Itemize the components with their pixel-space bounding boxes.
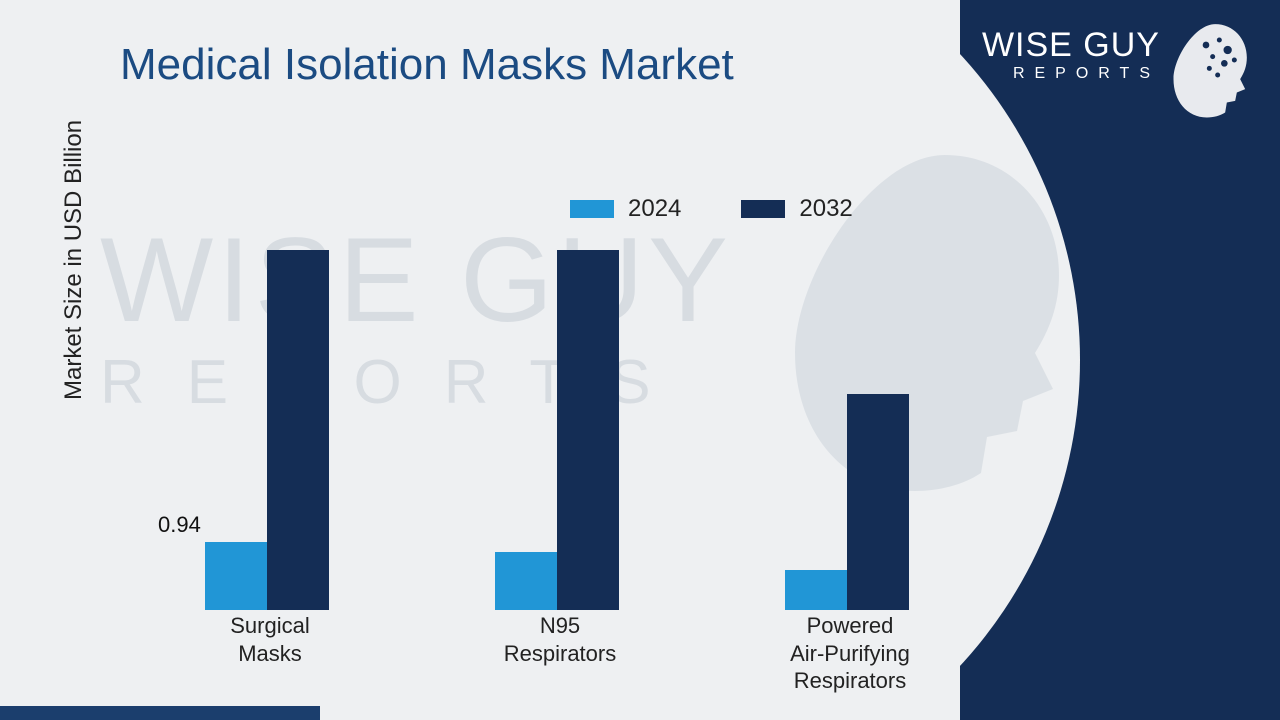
legend-item-2032: 2032 [741,195,852,223]
bar-group [470,250,650,610]
bar-group [180,250,360,610]
infographic-stage: WISE GUY REPORTS WISE GUY REPORTS Medica… [0,0,1280,720]
bar-pair [495,250,625,610]
bar [785,570,847,610]
legend: 2024 2032 [570,195,853,223]
x-axis-label: SurgicalMasks [170,612,370,667]
bar-pair [785,250,915,610]
bar [495,552,557,610]
bar-chart [180,250,940,610]
bar-value-label: 0.94 [158,512,201,538]
bar-group [760,250,940,610]
y-axis-label: Market Size in USD Billion [60,120,88,400]
bottom-accent-bar [0,706,320,720]
brand-line2: REPORTS [982,66,1160,82]
x-axis-label: PoweredAir-PurifyingRespirators [750,612,950,695]
brand-logo: WISE GUY REPORTS [982,28,1160,82]
bar-pair [205,250,335,610]
brand-line1: WISE GUY [982,28,1160,62]
legend-item-2024: 2024 [570,195,681,223]
legend-swatch-2032 [741,200,785,218]
legend-swatch-2024 [570,200,614,218]
legend-label-2032: 2032 [799,195,852,223]
chart-title: Medical Isolation Masks Market [120,40,734,90]
x-axis-label: N95Respirators [460,612,660,667]
bar [557,250,619,610]
bar [847,394,909,610]
brand-head-icon [1166,20,1256,120]
legend-label-2024: 2024 [628,195,681,223]
bar [205,542,267,610]
bar [267,250,329,610]
